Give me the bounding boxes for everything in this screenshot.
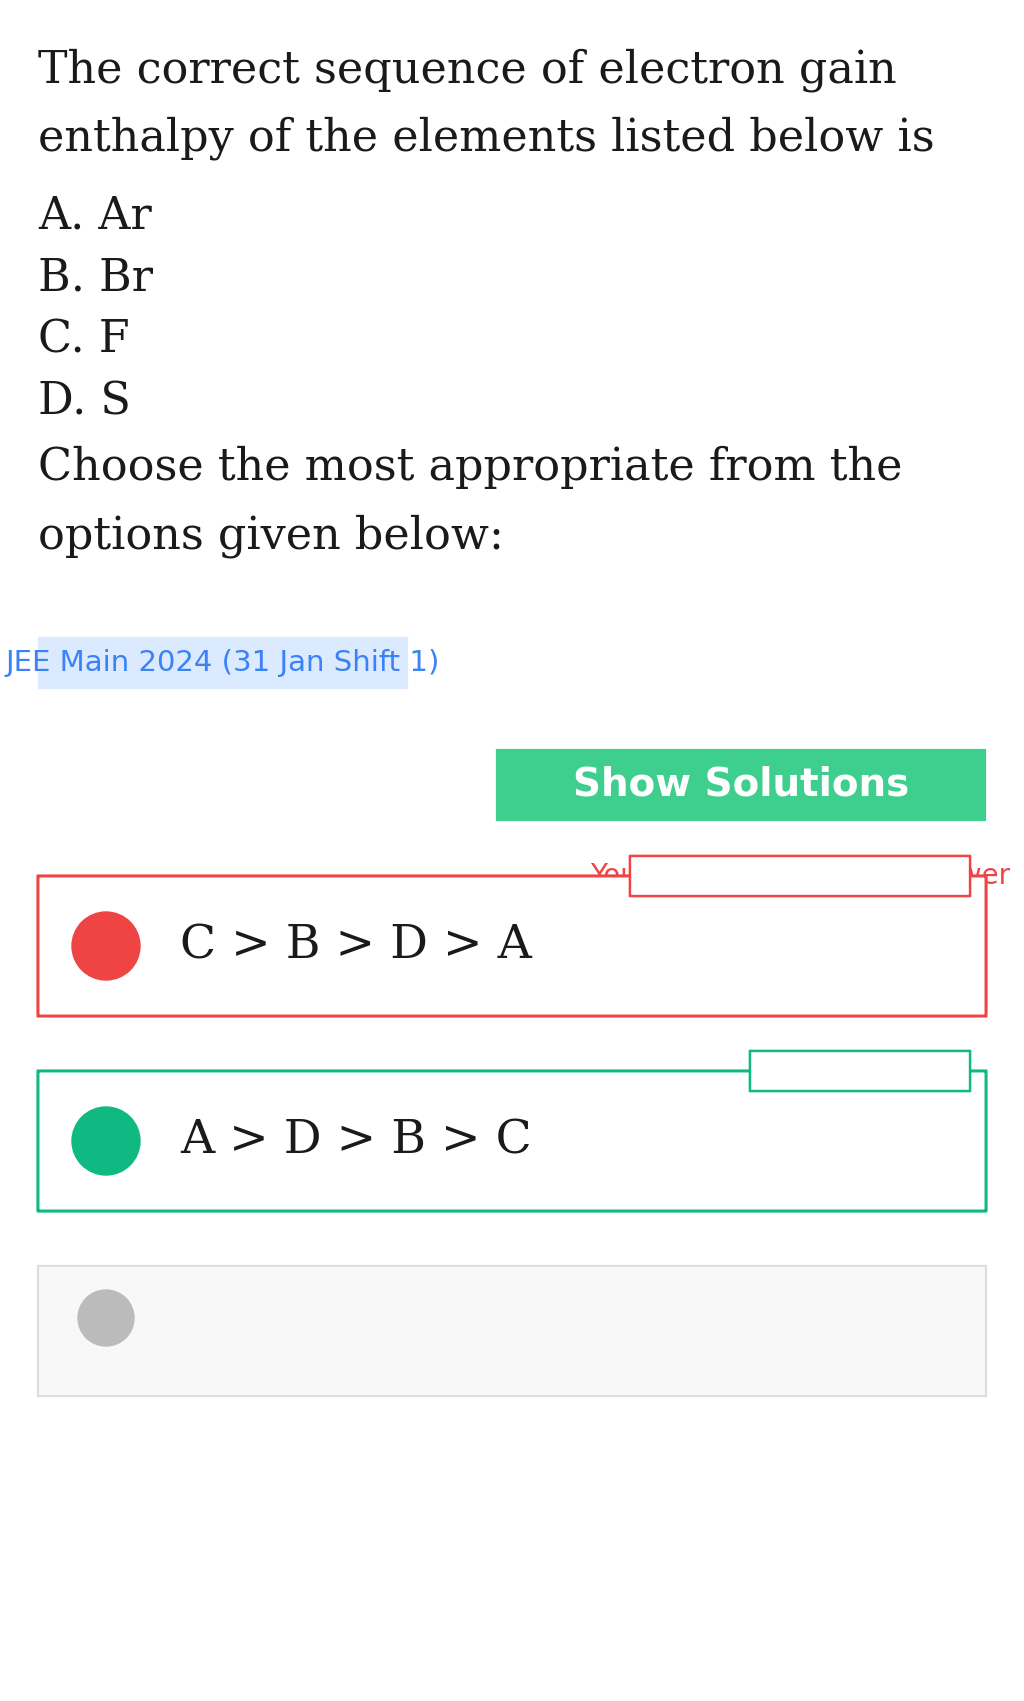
FancyBboxPatch shape — [630, 856, 970, 896]
Circle shape — [72, 912, 140, 980]
Text: The correct sequence of electron gain: The correct sequence of electron gain — [38, 48, 897, 92]
Text: D. S: D. S — [38, 379, 131, 424]
Text: B. Br: B. Br — [38, 255, 153, 299]
Circle shape — [72, 1107, 140, 1175]
Circle shape — [78, 1289, 134, 1345]
Text: A. Ar: A. Ar — [38, 194, 152, 236]
FancyBboxPatch shape — [38, 876, 986, 1015]
Text: Correct Answer: Correct Answer — [754, 1056, 967, 1085]
FancyBboxPatch shape — [38, 1072, 986, 1211]
Text: enthalpy of the elements listed below is: enthalpy of the elements listed below is — [38, 116, 935, 160]
Text: Show Solutions: Show Solutions — [572, 765, 909, 805]
Text: Choose the most appropriate from the: Choose the most appropriate from the — [38, 446, 902, 490]
Text: JEE Main 2024 (31 Jan Shift 1): JEE Main 2024 (31 Jan Shift 1) — [6, 650, 440, 677]
Text: B: B — [93, 1124, 119, 1157]
Text: C > B > D > A: C > B > D > A — [180, 924, 531, 968]
Text: You Marked | Incorrect Answer: You Marked | Incorrect Answer — [590, 862, 1010, 890]
FancyBboxPatch shape — [750, 1051, 970, 1090]
FancyBboxPatch shape — [38, 636, 409, 689]
FancyBboxPatch shape — [496, 748, 986, 822]
FancyBboxPatch shape — [38, 1266, 986, 1397]
Text: A > D > B > C: A > D > B > C — [180, 1118, 531, 1163]
Text: options given below:: options given below: — [38, 514, 504, 558]
Text: A: A — [93, 929, 119, 963]
Text: C. F: C. F — [38, 318, 130, 361]
